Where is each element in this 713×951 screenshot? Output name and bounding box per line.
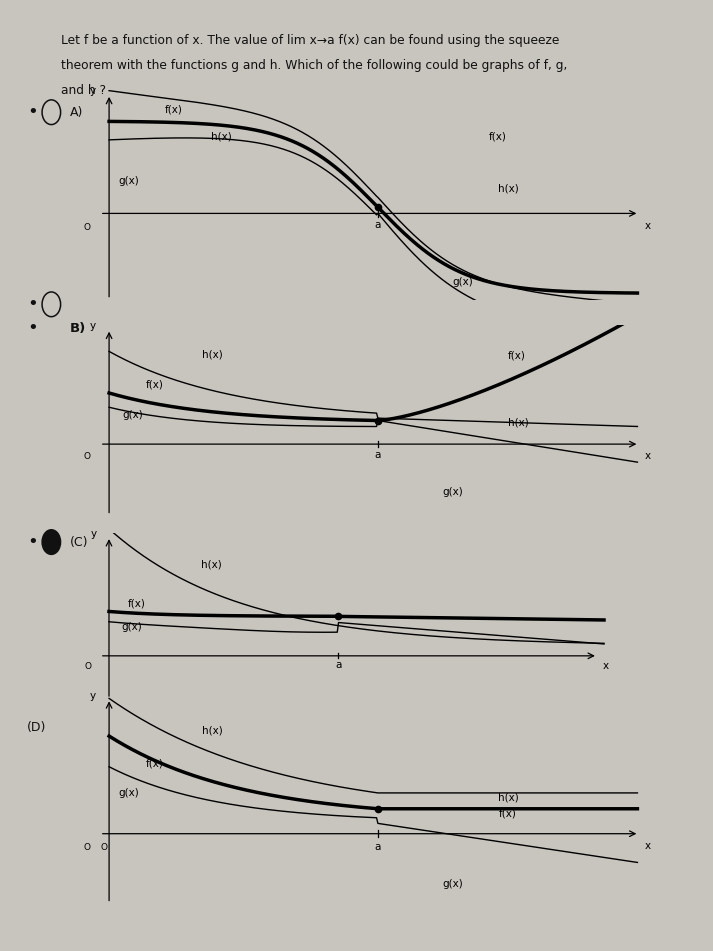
Text: g(x): g(x) [443, 879, 463, 889]
Text: a: a [375, 451, 381, 460]
Text: f(x): f(x) [146, 379, 164, 389]
Text: f(x): f(x) [498, 809, 516, 819]
Text: g(x): g(x) [443, 487, 463, 497]
Text: f(x): f(x) [128, 598, 145, 609]
Text: O: O [100, 844, 107, 852]
Text: f(x): f(x) [508, 351, 525, 360]
Text: h(x): h(x) [202, 349, 222, 359]
Text: (D): (D) [27, 721, 46, 734]
Text: O: O [83, 844, 91, 852]
Text: B): B) [70, 321, 86, 335]
Text: and h ?: and h ? [61, 84, 106, 97]
Text: (C): (C) [70, 535, 88, 549]
Text: y: y [89, 321, 96, 331]
Text: x: x [645, 842, 651, 851]
Text: •: • [27, 296, 38, 313]
Text: a: a [375, 221, 381, 230]
Text: g(x): g(x) [118, 788, 139, 798]
Text: h(x): h(x) [508, 417, 528, 427]
Circle shape [42, 530, 61, 554]
Text: •: • [27, 104, 38, 121]
Text: a: a [375, 843, 381, 852]
Text: h(x): h(x) [202, 726, 222, 735]
Text: x: x [603, 661, 609, 670]
Text: f(x): f(x) [489, 131, 507, 142]
Text: Let f be a function of x. The value of lim x→a f(x) can be found using the squee: Let f be a function of x. The value of l… [61, 34, 559, 48]
Text: f(x): f(x) [165, 105, 183, 114]
Text: h(x): h(x) [498, 792, 519, 803]
Text: y: y [89, 87, 96, 96]
Text: theorem with the functions g and h. Which of the following could be graphs of f,: theorem with the functions g and h. Whic… [61, 59, 567, 72]
Text: y: y [89, 691, 96, 701]
Text: h(x): h(x) [200, 559, 222, 569]
Text: O: O [85, 662, 92, 671]
Text: y: y [91, 529, 97, 538]
Text: g(x): g(x) [122, 410, 143, 420]
Text: O: O [83, 223, 91, 232]
Text: •: • [27, 534, 38, 551]
Text: •: • [27, 320, 38, 337]
Text: h(x): h(x) [498, 184, 519, 193]
Text: g(x): g(x) [452, 277, 473, 287]
Text: f(x): f(x) [146, 759, 164, 768]
Text: h(x): h(x) [211, 131, 232, 142]
Text: g(x): g(x) [118, 176, 139, 185]
Text: g(x): g(x) [122, 622, 143, 632]
Text: a: a [335, 660, 342, 670]
Text: A): A) [70, 106, 83, 119]
Text: O: O [83, 453, 91, 461]
Text: x: x [645, 451, 651, 460]
Text: x: x [645, 221, 651, 231]
